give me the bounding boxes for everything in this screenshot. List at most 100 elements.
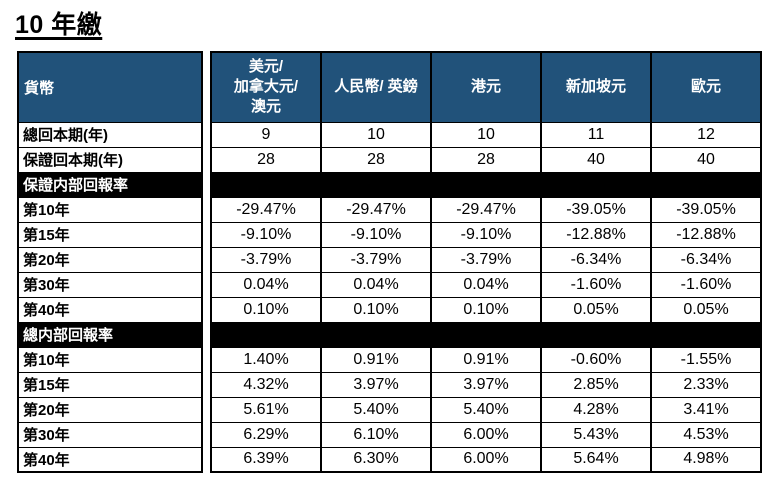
label-row: 保證回本期(年)	[17, 146, 203, 173]
cell-value: 40	[650, 146, 762, 173]
cell-value: 2.85%	[540, 371, 652, 398]
label-row: 第40年	[17, 296, 203, 323]
cell-value: 0.10%	[210, 296, 322, 323]
label-row: 第30年	[17, 271, 203, 298]
label-row: 第20年	[17, 396, 203, 423]
cell-value: 0.10%	[320, 296, 432, 323]
cell-value: 4.98%	[650, 446, 762, 473]
label-row: 第40年	[17, 446, 203, 473]
cell-value: 5.40%	[430, 396, 542, 423]
cell-value: 5.43%	[540, 421, 652, 448]
row-label: 第40年	[17, 446, 203, 473]
cell-value: -0.60%	[540, 346, 652, 373]
cell-value: -3.79%	[210, 246, 322, 273]
cell-value: 10	[430, 121, 542, 148]
cell-value: -6.34%	[540, 246, 652, 273]
cell-value: 5.64%	[540, 446, 652, 473]
cell-value: 0.91%	[320, 346, 432, 373]
label-row: 第10年	[17, 346, 203, 373]
cell-value: 28	[430, 146, 542, 173]
cell-value: -3.79%	[320, 246, 432, 273]
cell-value: 6.10%	[320, 421, 432, 448]
column-header-sgd: 新加坡元	[540, 51, 652, 123]
section-data-row	[210, 171, 762, 198]
cell-value: 0.91%	[430, 346, 542, 373]
cell-value: 6.00%	[430, 421, 542, 448]
cell-value: -39.05%	[650, 196, 762, 223]
cell-value: 6.00%	[430, 446, 542, 473]
section-header-label: 保證内部回報率	[17, 171, 203, 198]
row-label: 第10年	[17, 346, 203, 373]
cell-value: 0.10%	[430, 296, 542, 323]
data-table: 美元/ 加拿大元/ 澳元 人民幣/ 英鎊 港元 新加坡元 歐元 9 10 10 11 1…	[210, 51, 762, 473]
cell-value: 4.32%	[210, 371, 322, 398]
cell-value: -6.34%	[650, 246, 762, 273]
cell-value: -29.47%	[320, 196, 432, 223]
column-header-hkd: 港元	[430, 51, 542, 123]
cell-value: 11	[540, 121, 652, 148]
cell-value: 0.04%	[430, 271, 542, 298]
table-row: 4.32% 3.97% 3.97% 2.85% 2.33%	[210, 371, 762, 398]
table-row: 9 10 10 11 12	[210, 121, 762, 148]
cell-value: 6.39%	[210, 446, 322, 473]
label-row: 第15年	[17, 371, 203, 398]
row-label: 總回本期(年)	[17, 121, 203, 148]
cell-value: 9	[210, 121, 322, 148]
cell-value: 6.30%	[320, 446, 432, 473]
table-row: 0.10% 0.10% 0.10% 0.05% 0.05%	[210, 296, 762, 323]
row-label: 第40年	[17, 296, 203, 323]
cell-value: 3.41%	[650, 396, 762, 423]
table-row: 6.29% 6.10% 6.00% 5.43% 4.53%	[210, 421, 762, 448]
irr-comparison-table: 貨幣 總回本期(年) 保證回本期(年) 保證内部回報率 第10年 第15年 第20年 第30…	[17, 51, 762, 473]
table-row: 0.04% 0.04% 0.04% -1.60% -1.60%	[210, 271, 762, 298]
cell-value: -9.10%	[430, 221, 542, 248]
table-row: -9.10% -9.10% -9.10% -12.88% -12.88%	[210, 221, 762, 248]
cell-value: -9.10%	[210, 221, 322, 248]
cell-value: 0.05%	[650, 296, 762, 323]
cell-value: 12	[650, 121, 762, 148]
section-bar	[210, 321, 762, 348]
header-row-labels: 貨幣	[17, 51, 203, 123]
cell-value: -1.60%	[540, 271, 652, 298]
cell-value: 6.29%	[210, 421, 322, 448]
cell-value: -39.05%	[540, 196, 652, 223]
cell-value: 28	[320, 146, 432, 173]
cell-value: -1.60%	[650, 271, 762, 298]
currency-corner-header: 貨幣	[17, 51, 203, 123]
column-header-rmb-gbp: 人民幣/ 英鎊	[320, 51, 432, 123]
cell-value: 2.33%	[650, 371, 762, 398]
section-label-row: 總内部回報率	[17, 321, 203, 348]
section-header-label: 總内部回報率	[17, 321, 203, 348]
cell-value: 40	[540, 146, 652, 173]
row-label: 第20年	[17, 246, 203, 273]
cell-value: 0.04%	[320, 271, 432, 298]
cell-value: -1.55%	[650, 346, 762, 373]
table-row: 28 28 28 40 40	[210, 146, 762, 173]
row-label: 第30年	[17, 271, 203, 298]
cell-value: -3.79%	[430, 246, 542, 273]
cell-value: -9.10%	[320, 221, 432, 248]
row-label: 第15年	[17, 371, 203, 398]
cell-value: 5.40%	[320, 396, 432, 423]
cell-value: 3.97%	[430, 371, 542, 398]
cell-value: 28	[210, 146, 322, 173]
cell-value: 4.28%	[540, 396, 652, 423]
cell-value: -12.88%	[650, 221, 762, 248]
cell-value: 1.40%	[210, 346, 322, 373]
row-label: 第30年	[17, 421, 203, 448]
row-label: 第15年	[17, 221, 203, 248]
section-data-row	[210, 321, 762, 348]
column-header-eur: 歐元	[650, 51, 762, 123]
cell-value: -12.88%	[540, 221, 652, 248]
header-row-currencies: 美元/ 加拿大元/ 澳元 人民幣/ 英鎊 港元 新加坡元 歐元	[210, 51, 762, 123]
section-bar	[210, 171, 762, 198]
cell-value: 0.04%	[210, 271, 322, 298]
row-label: 第20年	[17, 396, 203, 423]
table-row: 1.40% 0.91% 0.91% -0.60% -1.55%	[210, 346, 762, 373]
table-row: 6.39% 6.30% 6.00% 5.64% 4.98%	[210, 446, 762, 473]
label-row: 第10年	[17, 196, 203, 223]
table-row: 5.61% 5.40% 5.40% 4.28% 3.41%	[210, 396, 762, 423]
label-row: 第15年	[17, 221, 203, 248]
cell-value: 5.61%	[210, 396, 322, 423]
